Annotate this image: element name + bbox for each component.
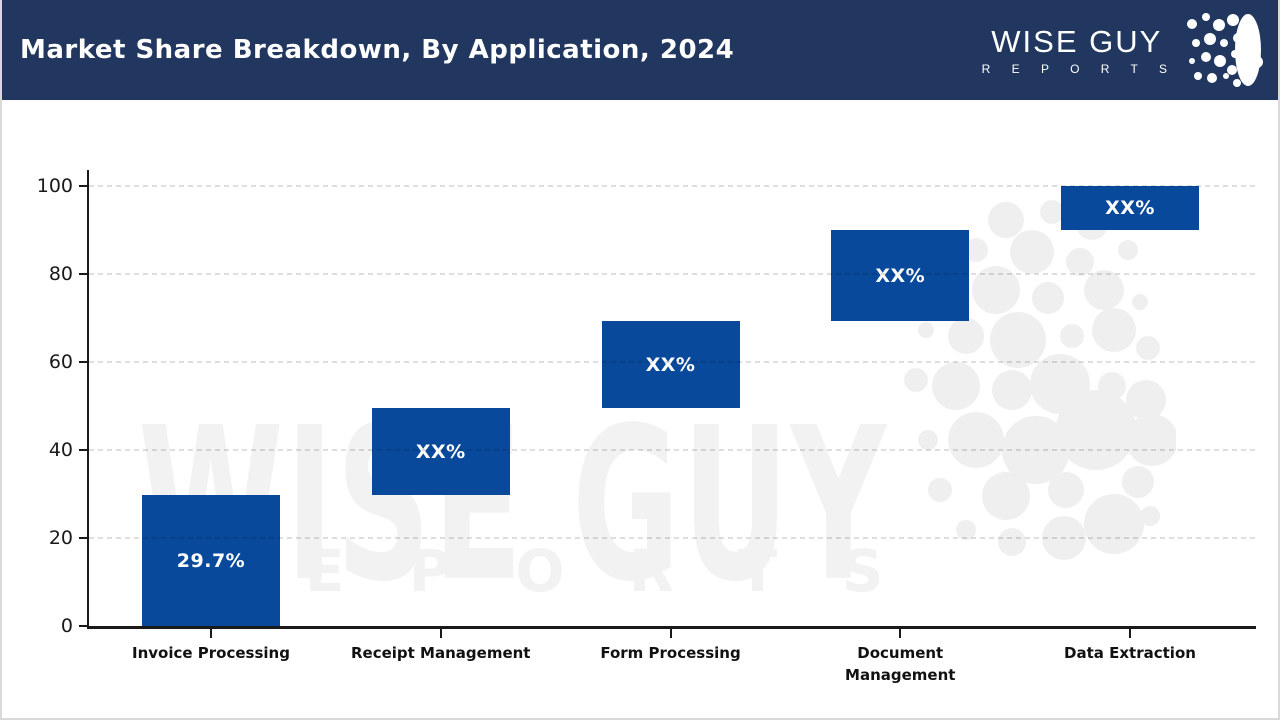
y-axis-tick <box>79 273 87 275</box>
x-category-label: Receipt Management <box>351 644 531 662</box>
bar: XX% <box>601 321 740 409</box>
y-tick-label: 0 <box>60 615 73 637</box>
y-tick-label: 60 <box>48 351 73 373</box>
bar-value-label: XX% <box>645 353 696 376</box>
bar: XX% <box>371 408 510 496</box>
y-axis-tick <box>79 449 87 451</box>
x-axis-tick <box>669 629 672 638</box>
x-category-label: Invoice Processing <box>132 644 290 662</box>
x-category-label: Data Extraction <box>1064 644 1196 662</box>
y-axis-tick <box>79 625 87 627</box>
y-tick-label: 80 <box>48 263 73 285</box>
x-category-label: Form Processing <box>600 644 741 662</box>
bar: 29.7% <box>142 495 280 626</box>
page-title: Market Share Breakdown, By Application, … <box>20 35 735 65</box>
x-axis-tick <box>439 629 442 638</box>
plot-area: 0 20 40 60 80 100 29.7% Invoice Processing XX% Re… <box>37 170 1256 684</box>
y-tick-label: 20 <box>48 527 73 549</box>
y-tick-label: 100 <box>36 175 73 197</box>
brand-logo: WISE GUY R E P O R T S <box>978 0 1264 100</box>
watermark-subtext: R E P O R T S <box>196 537 906 605</box>
gridline <box>89 273 1256 275</box>
y-axis-tick <box>79 185 87 187</box>
chart-canvas: WISE GUY R E P O R T S 0 <box>0 100 1280 720</box>
bar: XX% <box>1061 186 1199 230</box>
x-axis-tick <box>1129 629 1131 638</box>
bar: XX% <box>831 230 970 322</box>
x-axis-line <box>87 626 1256 629</box>
watermark-face-icon <box>904 200 1176 560</box>
bar-value-label: XX% <box>875 264 926 287</box>
gridline <box>89 361 1256 363</box>
header: Market Share Breakdown, By Application, … <box>0 0 1280 100</box>
bar-value-label: XX% <box>1105 197 1155 219</box>
y-axis-line <box>87 170 89 629</box>
gridline <box>89 185 1256 187</box>
gridline <box>89 449 1256 451</box>
y-axis-tick <box>79 537 87 539</box>
logo-brand-subtext: R E P O R T S <box>981 62 1176 76</box>
logo-wordmark: WISE GUY R E P O R T S <box>978 24 1176 76</box>
x-category-label: Document Management <box>845 644 956 684</box>
y-tick-label: 40 <box>48 439 73 461</box>
gridline <box>89 537 1256 539</box>
bar-value-label: XX% <box>415 440 466 463</box>
x-axis-tick <box>899 629 902 638</box>
y-axis-tick <box>79 361 87 363</box>
x-axis-tick <box>210 629 212 638</box>
bar-value-label: 29.7% <box>176 549 246 572</box>
logo-head-icon <box>1187 13 1263 87</box>
logo-brand-name: WISE GUY <box>991 24 1163 59</box>
